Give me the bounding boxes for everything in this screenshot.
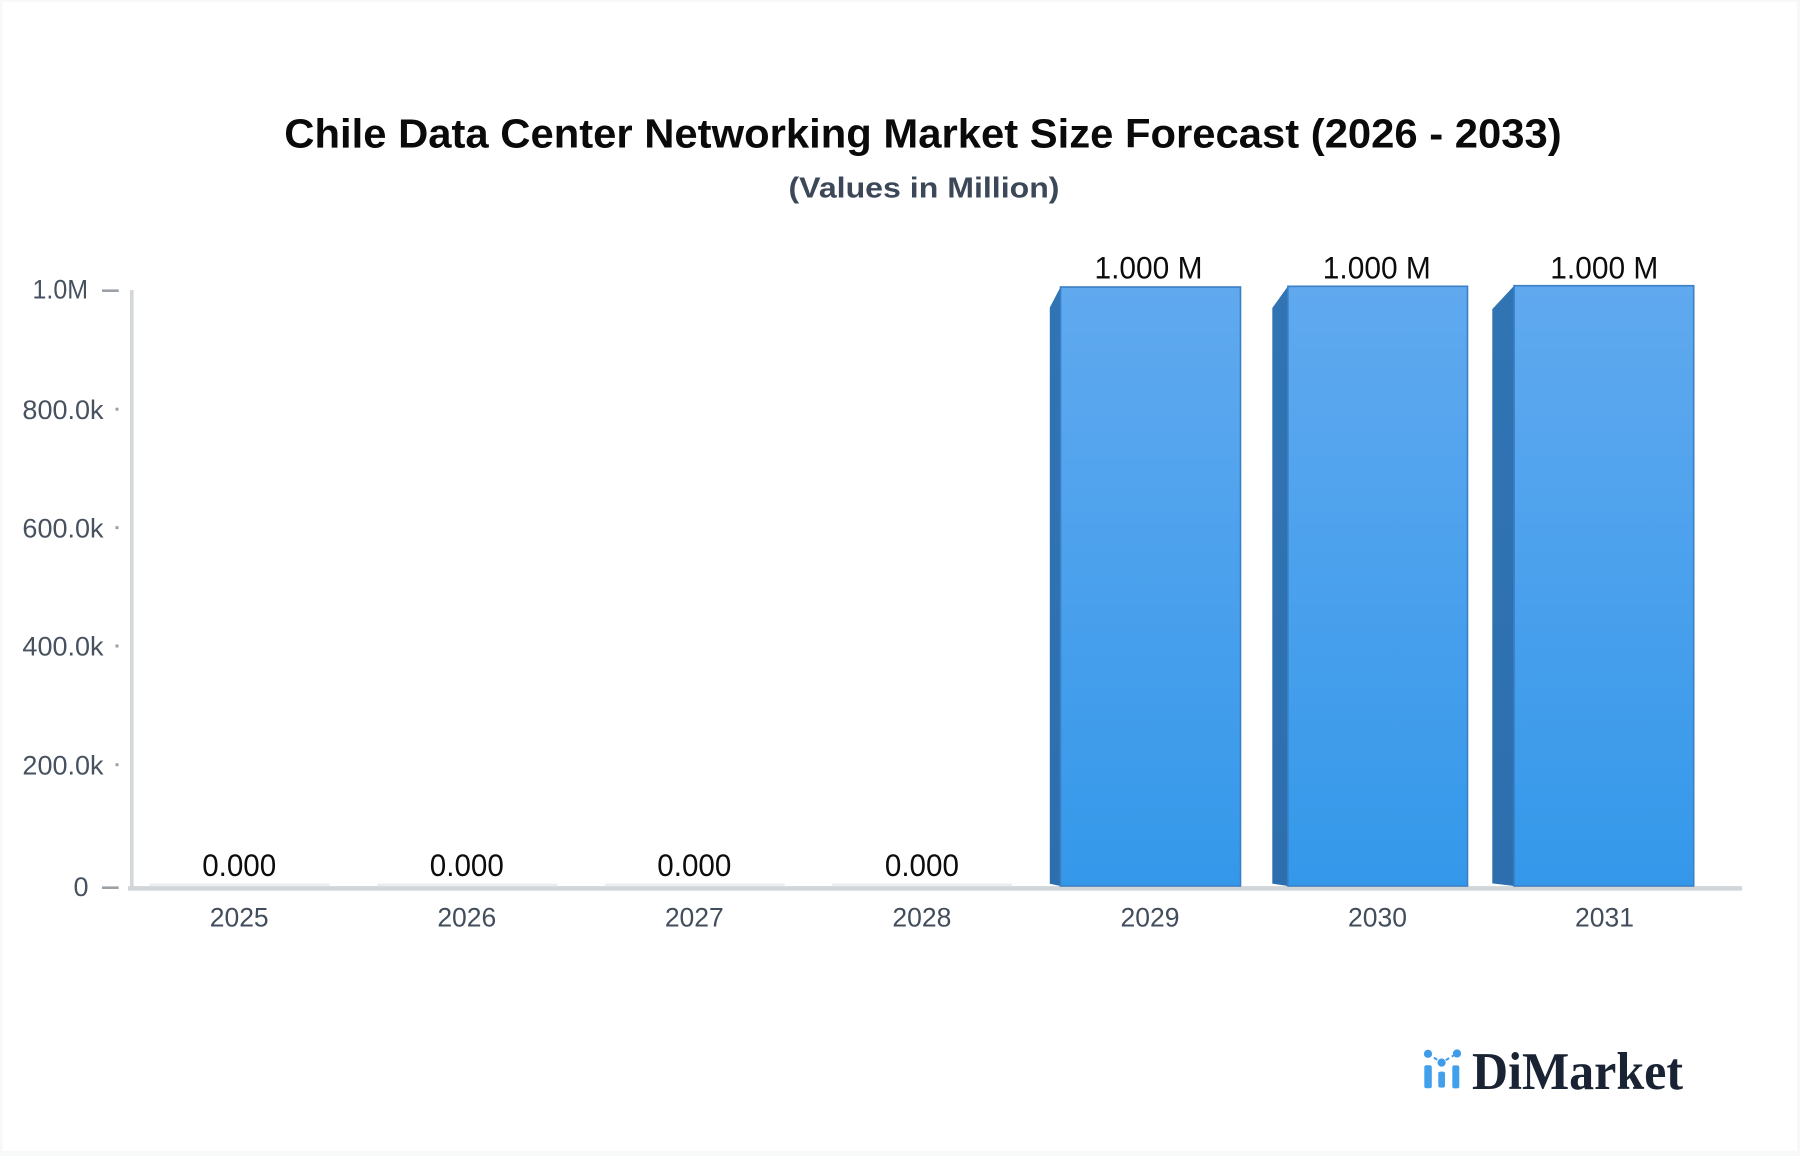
svg-text:(Values in Million): (Values in Million) [789, 172, 1060, 204]
svg-text:0.000: 0.000 [657, 847, 731, 883]
svg-text:2029: 2029 [1121, 903, 1180, 933]
svg-text:2027: 2027 [665, 903, 724, 933]
svg-text:1.0M: 1.0M [33, 275, 89, 305]
svg-text:2031: 2031 [1575, 903, 1634, 933]
svg-text:2025: 2025 [210, 903, 269, 933]
svg-text:DiMarket: DiMarket [1472, 1043, 1683, 1101]
svg-text:1.000 M: 1.000 M [1323, 249, 1431, 285]
svg-text:0.000: 0.000 [885, 847, 959, 883]
svg-text:200.0k: 200.0k [22, 750, 104, 780]
svg-text:2030: 2030 [1348, 903, 1407, 933]
svg-text:800.0k: 800.0k [22, 395, 104, 425]
svg-text:2028: 2028 [892, 903, 951, 933]
svg-text:0.000: 0.000 [202, 847, 276, 883]
svg-text:Chile Data Center Networking M: Chile Data Center Networking Market Size… [284, 111, 1561, 157]
svg-text:2026: 2026 [437, 903, 496, 933]
svg-text:0: 0 [73, 872, 88, 902]
svg-text:600.0k: 600.0k [22, 513, 104, 543]
svg-text:400.0k: 400.0k [22, 632, 104, 662]
svg-text:1.000 M: 1.000 M [1550, 249, 1658, 285]
svg-text:1.000 M: 1.000 M [1095, 249, 1203, 285]
svg-text:0.000: 0.000 [430, 847, 504, 883]
